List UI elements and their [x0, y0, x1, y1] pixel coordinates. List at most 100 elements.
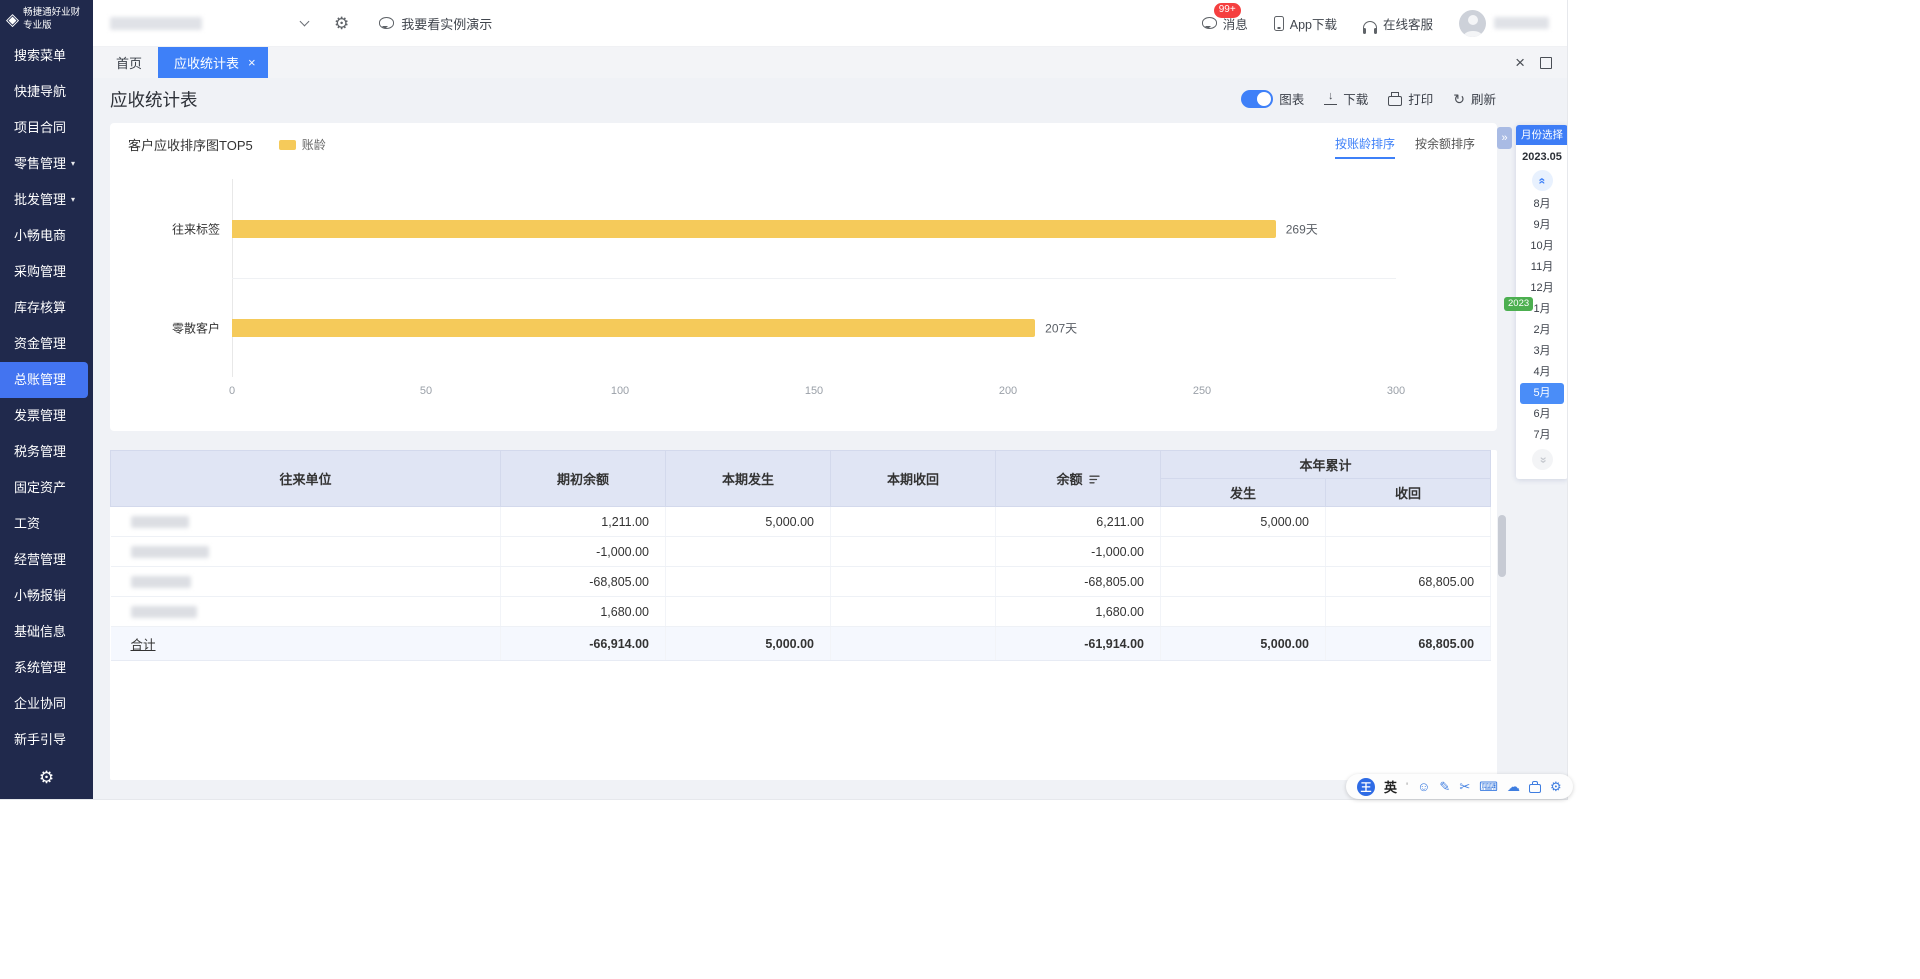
- scrollbar-thumb[interactable]: [1498, 515, 1506, 577]
- bar-value-label: 207天: [1045, 321, 1078, 335]
- sort-tab[interactable]: 按账龄排序: [1334, 137, 1395, 159]
- col-header-ytd-incurred: 发生: [1160, 478, 1326, 507]
- sidebar-item-label: 发票管理: [14, 407, 67, 423]
- month-item[interactable]: 10月: [1530, 240, 1554, 252]
- tab-close-icon[interactable]: ×: [248, 55, 256, 70]
- table-row[interactable]: 1,211.00 5,000.00 6,211.00 5,000.00: [110, 506, 1492, 537]
- ime-settings-gear-icon[interactable]: ⚙: [1549, 779, 1562, 794]
- tab[interactable]: 首页: [100, 47, 158, 78]
- print-button[interactable]: 打印: [1388, 89, 1433, 108]
- ime-logo[interactable]: 王: [1357, 777, 1375, 796]
- company-select[interactable]: [110, 16, 310, 30]
- tab[interactable]: 应收统计表 ×: [158, 47, 268, 78]
- sidebar-item[interactable]: 批发管理 ▾: [0, 182, 93, 218]
- table-cell: -1,000.00: [995, 536, 1161, 567]
- topbar: ⚙ 我要看实例演示 99+ 消息 App下载: [93, 0, 1567, 47]
- topbar-right: 99+ 消息 App下载 在线客服: [1201, 2, 1549, 37]
- refresh-button[interactable]: ↻ 刷新: [1453, 89, 1496, 108]
- chart-title: 客户应收排序图TOP5: [128, 138, 253, 153]
- sidebar-item[interactable]: 新手引导: [0, 722, 93, 758]
- scissors-icon[interactable]: ✂: [1459, 779, 1471, 794]
- sidebar-item[interactable]: 发票管理: [0, 398, 93, 434]
- ime-language[interactable]: 英: [1384, 780, 1398, 795]
- app-download-label: App下载: [1289, 17, 1337, 32]
- sidebar-item[interactable]: 税务管理: [0, 434, 93, 470]
- month-item[interactable]: 8月: [1533, 198, 1551, 210]
- sidebar-item-label: 批发管理: [14, 191, 67, 207]
- download-button[interactable]: 下载: [1324, 89, 1368, 108]
- sidebar-item-label: 资金管理: [14, 335, 67, 351]
- sidebar-item[interactable]: 小畅电商: [0, 218, 93, 254]
- phone-icon: [1273, 15, 1284, 31]
- settings-gear-icon[interactable]: ⚙: [38, 767, 55, 787]
- sidebar-item[interactable]: 快捷导航: [0, 74, 93, 110]
- table-row[interactable]: -1,000.00 -1,000.00: [110, 536, 1492, 567]
- main-area: ⚙ 我要看实例演示 99+ 消息 App下载: [93, 0, 1567, 799]
- sidebar-item[interactable]: 项目合同: [0, 110, 93, 146]
- message-icon: [1201, 17, 1217, 29]
- table-cell: [830, 626, 996, 661]
- sidebar-item[interactable]: 库存核算: [0, 290, 93, 326]
- month-item[interactable]: 2月: [1533, 324, 1551, 336]
- messages-label: 消息: [1222, 17, 1248, 32]
- chart-toggle[interactable]: 图表: [1241, 89, 1304, 108]
- content: 应收统计表 图表 下载 打印 ↻: [93, 78, 1567, 799]
- sidebar-item[interactable]: 搜索菜单: [0, 38, 93, 74]
- sidebar-item[interactable]: 经营管理: [0, 542, 93, 578]
- table-cell: 5,000.00: [1160, 626, 1326, 661]
- fullscreen-icon[interactable]: [1540, 56, 1552, 69]
- brand-name: 畅捷通好业财 专业版: [23, 7, 80, 33]
- app-download-button[interactable]: App下载: [1273, 14, 1337, 33]
- table-row[interactable]: -68,805.00 -68,805.00 68,805.00: [110, 566, 1492, 597]
- sidebar-item[interactable]: 工资: [0, 506, 93, 542]
- month-item[interactable]: 1月: [1533, 303, 1551, 315]
- sidebar-item-label: 税务管理: [14, 443, 67, 459]
- x-axis: 0 50 100 150 200 250 300: [229, 385, 1405, 399]
- sidebar-item[interactable]: 零售管理 ▾: [0, 146, 93, 182]
- month-item[interactable]: 9月: [1533, 219, 1551, 231]
- toolbox-icon[interactable]: [1528, 780, 1541, 793]
- messages-button[interactable]: 99+ 消息: [1201, 2, 1248, 33]
- sidebar-item[interactable]: 企业协同: [0, 686, 93, 722]
- month-item[interactable]: 7月: [1533, 429, 1551, 441]
- month-item[interactable]: 5月: [1520, 383, 1564, 404]
- ime-toolbar: 王 英 ' ☺ ✎ ✂ ⌨ ☁ ⚙: [1346, 774, 1573, 799]
- month-item[interactable]: 4月: [1533, 366, 1551, 378]
- sidebar-item[interactable]: 小畅报销: [0, 578, 93, 614]
- demo-link[interactable]: 我要看实例演示: [379, 14, 492, 33]
- scroll-down-button[interactable]: «: [1531, 449, 1553, 470]
- sort-tab[interactable]: 按余额排序: [1414, 137, 1475, 151]
- legend-item[interactable]: 账龄: [278, 136, 326, 153]
- support-button[interactable]: 在线客服: [1362, 14, 1433, 34]
- sort-icon[interactable]: [1088, 473, 1100, 488]
- user-menu[interactable]: [1459, 9, 1549, 37]
- legend-swatch: [278, 139, 296, 150]
- sidebar-item[interactable]: 资金管理: [0, 326, 93, 362]
- keyboard-icon[interactable]: ⌨: [1479, 779, 1498, 794]
- sidebar-item-label: 库存核算: [14, 299, 67, 315]
- month-item[interactable]: 12月: [1530, 282, 1554, 294]
- scroll-up-button[interactable]: «: [1531, 170, 1553, 191]
- sidebar-item[interactable]: 系统管理: [0, 650, 93, 686]
- sidebar-item[interactable]: 固定资产: [0, 470, 93, 506]
- collapse-panel-button[interactable]: »: [1497, 127, 1512, 149]
- table-row[interactable]: 1,680.00 1,680.00: [110, 596, 1492, 627]
- total-label[interactable]: 合计: [130, 638, 156, 652]
- sidebar-item[interactable]: 采购管理: [0, 254, 93, 290]
- cloud-icon[interactable]: ☁: [1506, 779, 1520, 794]
- col-header-current-incurred: 本期发生: [665, 450, 831, 507]
- pen-icon[interactable]: ✎: [1439, 779, 1451, 794]
- toggle-switch-on[interactable]: [1241, 89, 1274, 108]
- sidebar-item[interactable]: 基础信息: [0, 614, 93, 650]
- table-card: 往来单位 期初余额 本期发生 本期收回 余额 本年累计 发生: [110, 450, 1497, 780]
- x-tick-label: 300: [1386, 385, 1406, 397]
- col-header-current-received: 本期收回: [830, 450, 996, 507]
- month-item[interactable]: 11月: [1530, 261, 1554, 273]
- gear-icon[interactable]: ⚙: [334, 13, 350, 33]
- month-item[interactable]: 6月: [1533, 408, 1551, 420]
- sidebar-item[interactable]: 总账管理: [0, 361, 88, 398]
- emoji-icon[interactable]: ☺: [1417, 779, 1431, 794]
- close-icon[interactable]: ×: [1515, 53, 1525, 72]
- month-item[interactable]: 3月: [1533, 345, 1551, 357]
